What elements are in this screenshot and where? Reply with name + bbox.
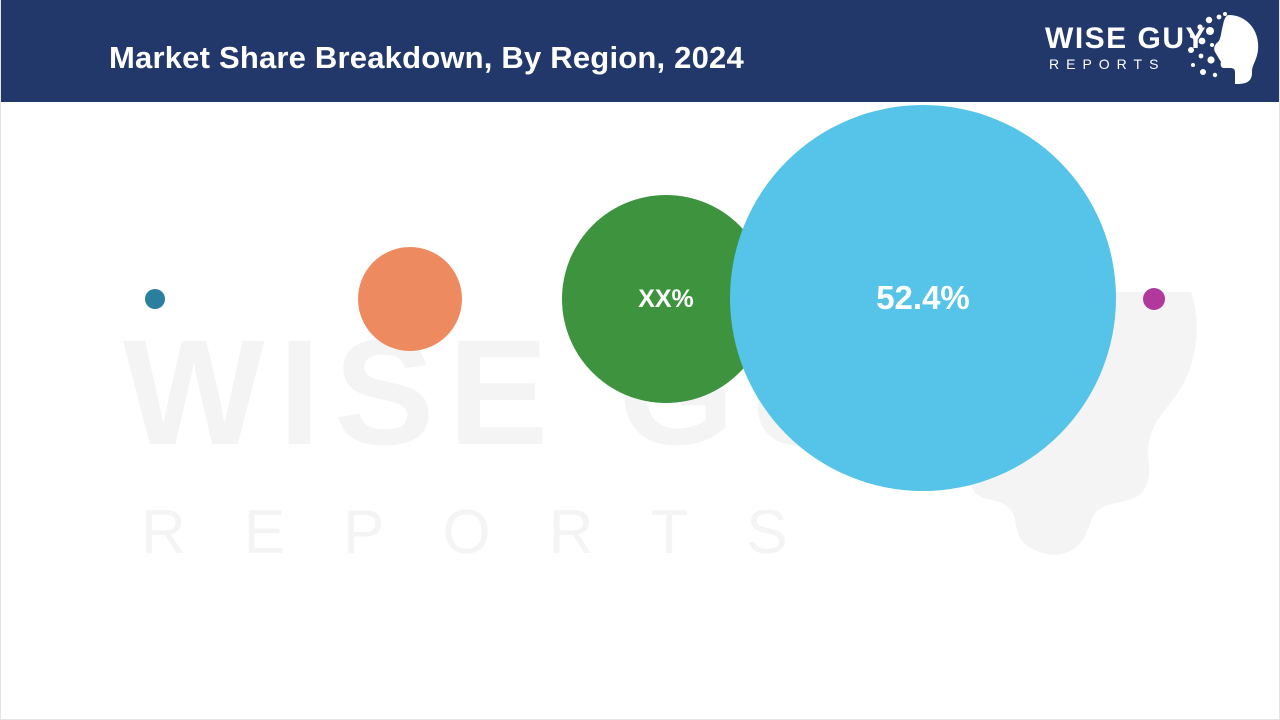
page-title: Market Share Breakdown, By Region, 2024 [109,40,744,75]
bubble-chart-plot-area: WISE GUY REPORTS XX%52.4% MEAAPACEuropeN… [1,102,1279,719]
face-profile-dots-icon [1188,12,1259,84]
bubble-south-america[interactable] [1143,288,1165,310]
bubble-value-label: XX% [638,284,694,313]
wise-guy-reports-logo: WISE GUY REPORTS [1043,10,1263,90]
bubble-value-label: 52.4% [876,279,970,316]
watermark-line2: REPORTS [141,498,846,567]
background-watermark: WISE GUY REPORTS [1,102,1279,719]
bubble-apac[interactable] [358,247,462,351]
chart-header-bar: Market Share Breakdown, By Region, 2024 … [1,0,1279,102]
logo-subword-text: REPORTS [1049,56,1166,72]
bubble-mea[interactable] [145,289,165,309]
bubble-north-america[interactable]: 52.4% [730,105,1116,491]
logo-wordmark-text: WISE GUY [1045,22,1208,55]
